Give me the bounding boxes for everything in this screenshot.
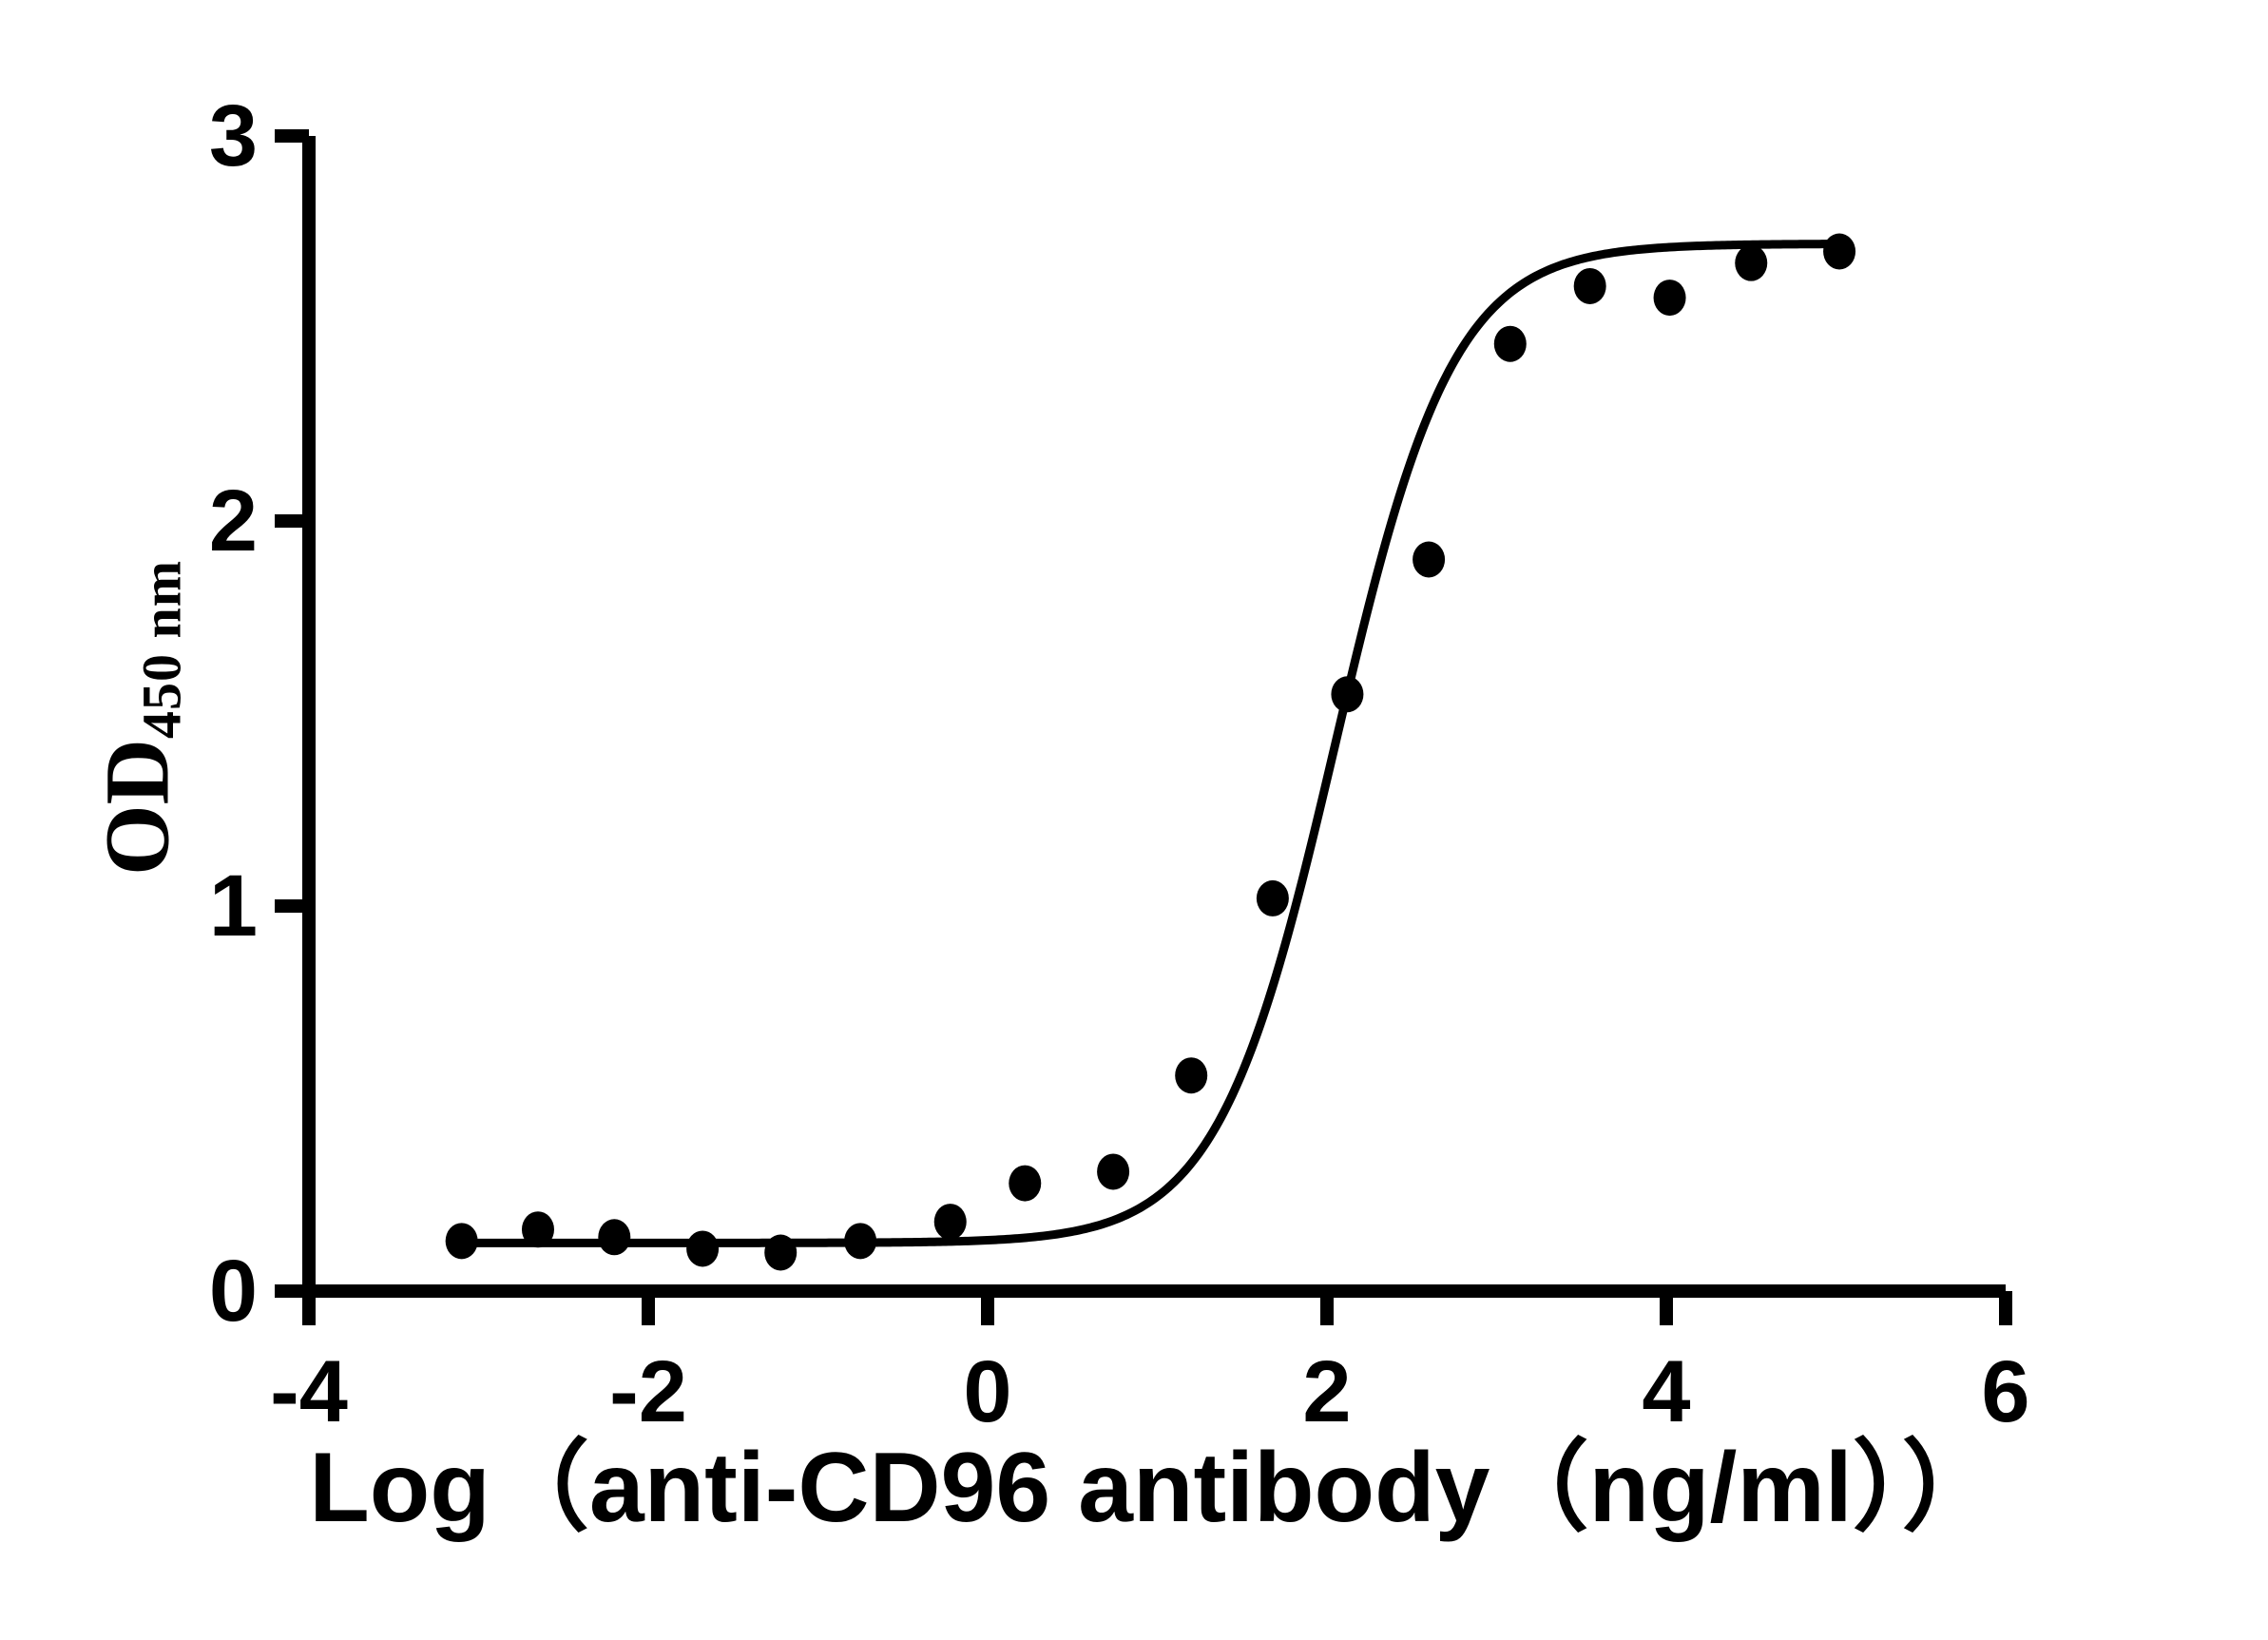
x-axis-tick-label: 2 [1302,1343,1352,1440]
data-point [598,1219,631,1256]
x-axis-title: Log（anti-CD96 antibody（ng/ml）） [309,1433,2001,1543]
data-point [1493,325,1527,362]
data-point [1573,267,1606,304]
x-axis-tick-label: 0 [963,1343,1012,1440]
data-point [1256,879,1289,916]
y-axis-tick-label: 0 [208,1243,258,1340]
data-point [764,1234,798,1271]
x-axis-tick-label: -2 [609,1343,687,1440]
data-point [1175,1057,1208,1094]
data-point [933,1204,967,1241]
data-point [1653,280,1686,317]
data-point [844,1223,877,1260]
x-axis-tick-label: 4 [1642,1343,1691,1440]
data-point [521,1211,554,1248]
data-point [1009,1165,1042,1202]
x-axis-tick-label: 6 [1981,1343,2030,1440]
data-point [1735,244,1768,281]
data-point [1331,676,1364,713]
data-point [686,1230,720,1267]
data-point [1823,233,1856,270]
y-axis-tick-label: 3 [208,87,258,184]
x-axis-tick-label: -4 [270,1343,348,1440]
y-axis-title-base: OD [86,739,188,877]
data-point [1097,1153,1130,1190]
y-axis-tick-label: 2 [208,473,258,569]
y-axis-title-subscript: 450 nm [130,559,193,740]
y-axis-tick-label: 1 [208,858,258,955]
fit-curve [449,240,1849,1247]
data-point [445,1223,478,1260]
y-axis-title: OD450 nm [86,559,193,876]
data-point [1413,541,1446,578]
